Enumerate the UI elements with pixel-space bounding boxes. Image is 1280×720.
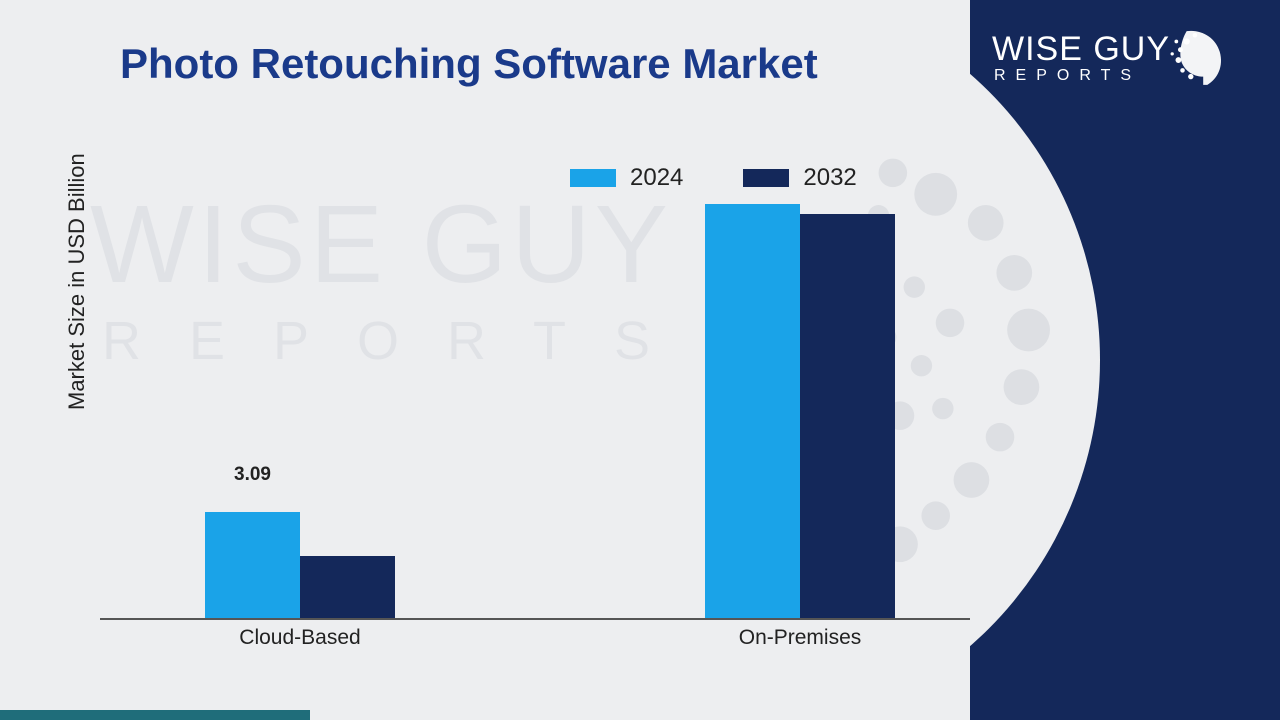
x-tick-label: On-Premises bbox=[739, 626, 862, 650]
bar-value-label: 3.09 bbox=[234, 464, 271, 486]
bar bbox=[300, 556, 395, 618]
brand-logo: WISE GUY REPORTS bbox=[992, 22, 1252, 94]
plot-area: 3.09 Cloud-Based On-Premises bbox=[100, 160, 970, 650]
brand-name: WISE GUY bbox=[992, 32, 1170, 66]
brand-subtitle: REPORTS bbox=[994, 68, 1170, 84]
bar bbox=[705, 204, 800, 618]
bottom-accent-strip bbox=[0, 710, 310, 720]
bar bbox=[800, 214, 895, 618]
x-tick-label: Cloud-Based bbox=[239, 626, 360, 650]
x-axis-line bbox=[100, 618, 970, 620]
chart-canvas: WISE GUY REPORTS WISE GUY REPORTS Photo … bbox=[0, 0, 1280, 720]
y-axis-label: Market Size in USD Billion bbox=[64, 153, 90, 410]
chart-title: Photo Retouching Software Market bbox=[120, 40, 818, 88]
bar bbox=[205, 512, 300, 618]
brand-head-icon bbox=[1166, 27, 1228, 89]
